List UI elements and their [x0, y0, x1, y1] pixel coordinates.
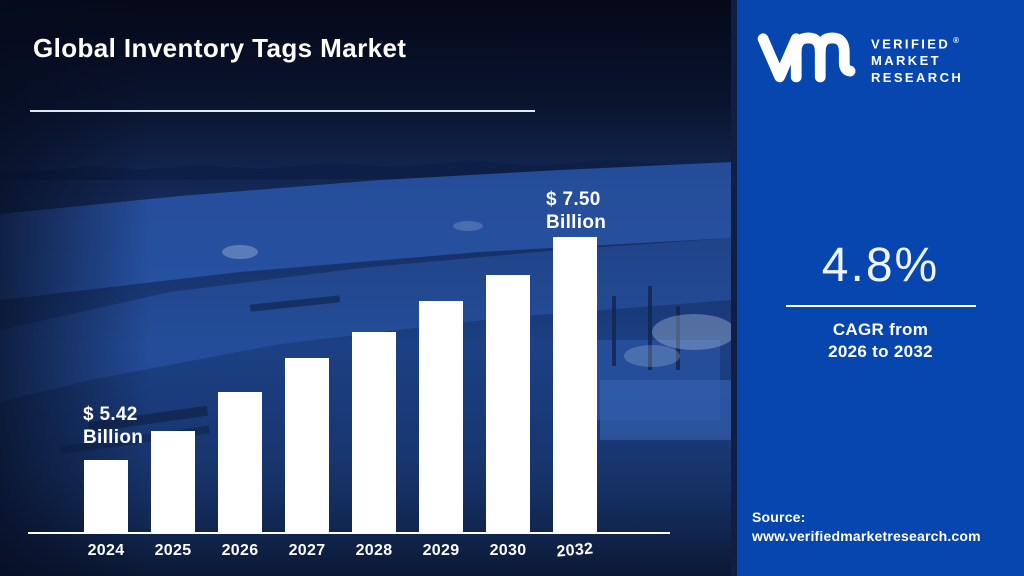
x-axis-line — [28, 532, 670, 534]
bar-2027 — [285, 358, 329, 532]
brand-name-line3: RESEARCH — [871, 70, 964, 86]
bar-2028 — [352, 332, 396, 532]
registered-mark-icon: ® — [953, 36, 960, 45]
page-title: Global Inventory Tags Market — [33, 33, 407, 63]
bar-2024 — [84, 460, 128, 532]
value-label-2032-unit: Billion — [546, 212, 607, 233]
bar-2025 — [151, 431, 195, 532]
bar-2026 — [218, 392, 262, 532]
source-label: Source: — [752, 509, 806, 525]
chart-panel: Global Inventory Tags Market 2024 2025 202… — [0, 0, 731, 576]
panel-divider — [731, 0, 737, 576]
brand-name: VERIFIED ® MARKET RESEARCH — [871, 32, 963, 86]
x-tick-2028: 2028 — [355, 542, 393, 559]
bar-2029 — [419, 301, 463, 532]
x-tick-2027: 2027 — [288, 542, 326, 559]
x-tick-2026: 2026 — [221, 542, 259, 559]
brand-name-line1: VERIFIED ® — [871, 36, 960, 52]
cagr-value: 4.8% — [821, 239, 940, 292]
brand-panel: VERIFIED ® MARKET RESEARCH 4.8% CAGR from… — [737, 0, 1024, 576]
value-label-2032-amount: $ 7.50 — [546, 189, 601, 210]
value-label-2032: $ 7.50 Billion — [546, 188, 606, 234]
brand-name-line2: MARKET — [871, 53, 942, 69]
vmr-logo-icon — [757, 32, 856, 83]
x-tick-2024: 2024 — [87, 542, 125, 559]
cagr-caption-line2: 2026 to 2032 — [828, 342, 933, 361]
value-label-2024-unit: Billion — [83, 427, 144, 448]
cagr-stat: 4.8% CAGR from 2026 to 2032 — [737, 238, 1024, 363]
bar-chart: 2024 2025 2026 2027 2028 2029 2030 2032 — [28, 200, 670, 568]
x-tick-2030: 2030 — [489, 542, 527, 559]
brand-logo: VERIFIED ® MARKET RESEARCH — [755, 28, 963, 86]
bar-2030 — [486, 275, 530, 532]
x-tick-2029: 2029 — [422, 542, 460, 559]
title-underline — [30, 110, 535, 112]
source-url: www.verifiedmarketresearch.com — [752, 528, 981, 544]
cagr-caption-line1: CAGR from — [832, 320, 929, 339]
value-label-2024-amount: $ 5.42 — [83, 404, 138, 425]
bar-2032 — [553, 237, 597, 532]
value-label-2024: $ 5.42 Billion — [83, 403, 143, 449]
x-tick-2025: 2025 — [154, 542, 192, 559]
cagr-caption: CAGR from 2026 to 2032 — [737, 319, 1024, 363]
source-note: Source: www.verifiedmarketresearch.com — [752, 508, 981, 546]
x-tick-2032: 2032 — [555, 540, 595, 561]
stat-divider — [785, 305, 976, 307]
